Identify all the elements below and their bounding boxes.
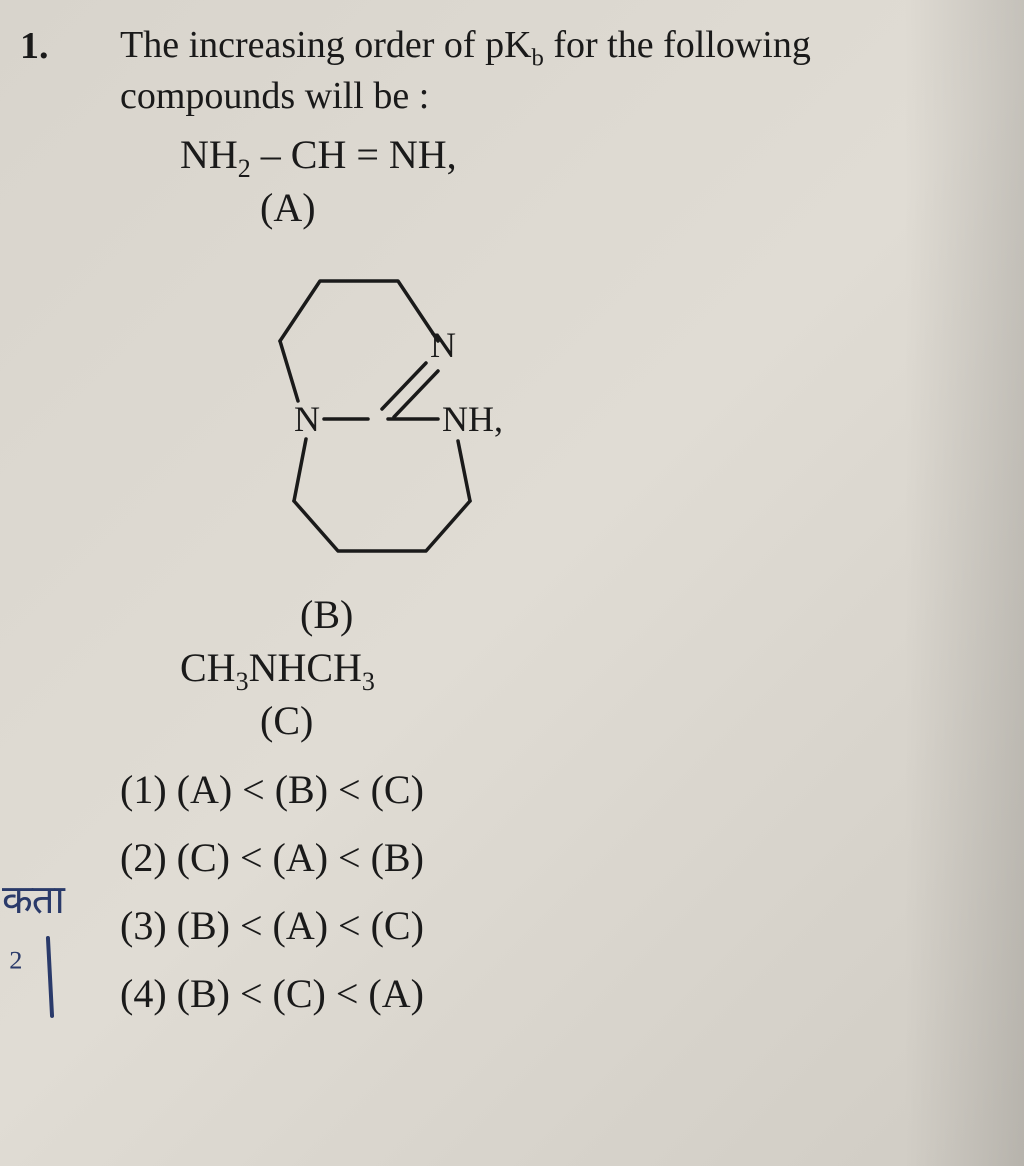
options-list: (1) (A) < (B) < (C) (2) (C) < (A) < (B) … — [120, 764, 984, 1020]
bicyclic-structure-svg: N N NH, — [220, 251, 560, 571]
option-3: (3) (B) < (A) < (C) — [120, 900, 984, 952]
question-text: The increasing order of pKb for the foll… — [80, 20, 984, 123]
option-2-num: (2) — [120, 835, 167, 880]
top-ring-left-down — [280, 341, 298, 401]
compound-b-label: (B) — [300, 591, 984, 638]
nh2-sub: 2 — [238, 154, 251, 183]
ch3-1-sub: 3 — [236, 667, 249, 696]
option-1-text: (A) < (B) < (C) — [177, 767, 424, 812]
atom-nh-right: NH, — [442, 399, 503, 439]
bottom-right-down — [458, 441, 470, 501]
bottom-left-down — [294, 439, 306, 501]
pkb-subscript: b — [532, 45, 544, 72]
option-3-text: (B) < (A) < (C) — [177, 903, 424, 948]
option-4-num: (4) — [120, 971, 167, 1016]
double-bond-1 — [382, 363, 426, 409]
ch3-1: CH — [180, 645, 236, 690]
nhch: NHCH — [249, 645, 362, 690]
top-ring-upper — [280, 281, 438, 341]
question-text-part1-cont: for the following — [544, 24, 811, 66]
compound-c-formula: CH3NHCH3 — [180, 644, 984, 691]
compound-a-formula: NH2 – CH = NH, — [180, 131, 984, 178]
compound-b-structure: N N NH, — [220, 251, 984, 571]
question-text-part1: The increasing order of pK — [120, 24, 532, 66]
option-3-num: (3) — [120, 903, 167, 948]
double-bond-2 — [394, 371, 438, 417]
bottom-chain — [294, 501, 470, 551]
handwritten-annotation-1: कता — [2, 870, 64, 925]
question-number: 1. — [20, 20, 80, 68]
nh2-part: NH — [180, 132, 238, 177]
question-header: 1. The increasing order of pKb for the f… — [20, 20, 984, 123]
compound-a-label: (A) — [260, 184, 984, 231]
option-4-text: (B) < (C) < (A) — [177, 971, 424, 1016]
option-4: (4) (B) < (C) < (A) — [120, 968, 984, 1020]
ch3-2-sub: 3 — [362, 667, 375, 696]
atom-n-top: N — [430, 325, 456, 365]
handwritten-annotation-2: ₂ — [8, 920, 23, 971]
atom-n-left: N — [294, 399, 320, 439]
compound-c-label: (C) — [260, 697, 984, 744]
option-2: (2) (C) < (A) < (B) — [120, 832, 984, 884]
option-1-num: (1) — [120, 767, 167, 812]
ch-nh-part: – CH = NH, — [251, 132, 457, 177]
option-2-text: (C) < (A) < (B) — [177, 835, 424, 880]
question-text-part2: compounds will be : — [120, 75, 429, 117]
option-1: (1) (A) < (B) < (C) — [120, 764, 984, 816]
